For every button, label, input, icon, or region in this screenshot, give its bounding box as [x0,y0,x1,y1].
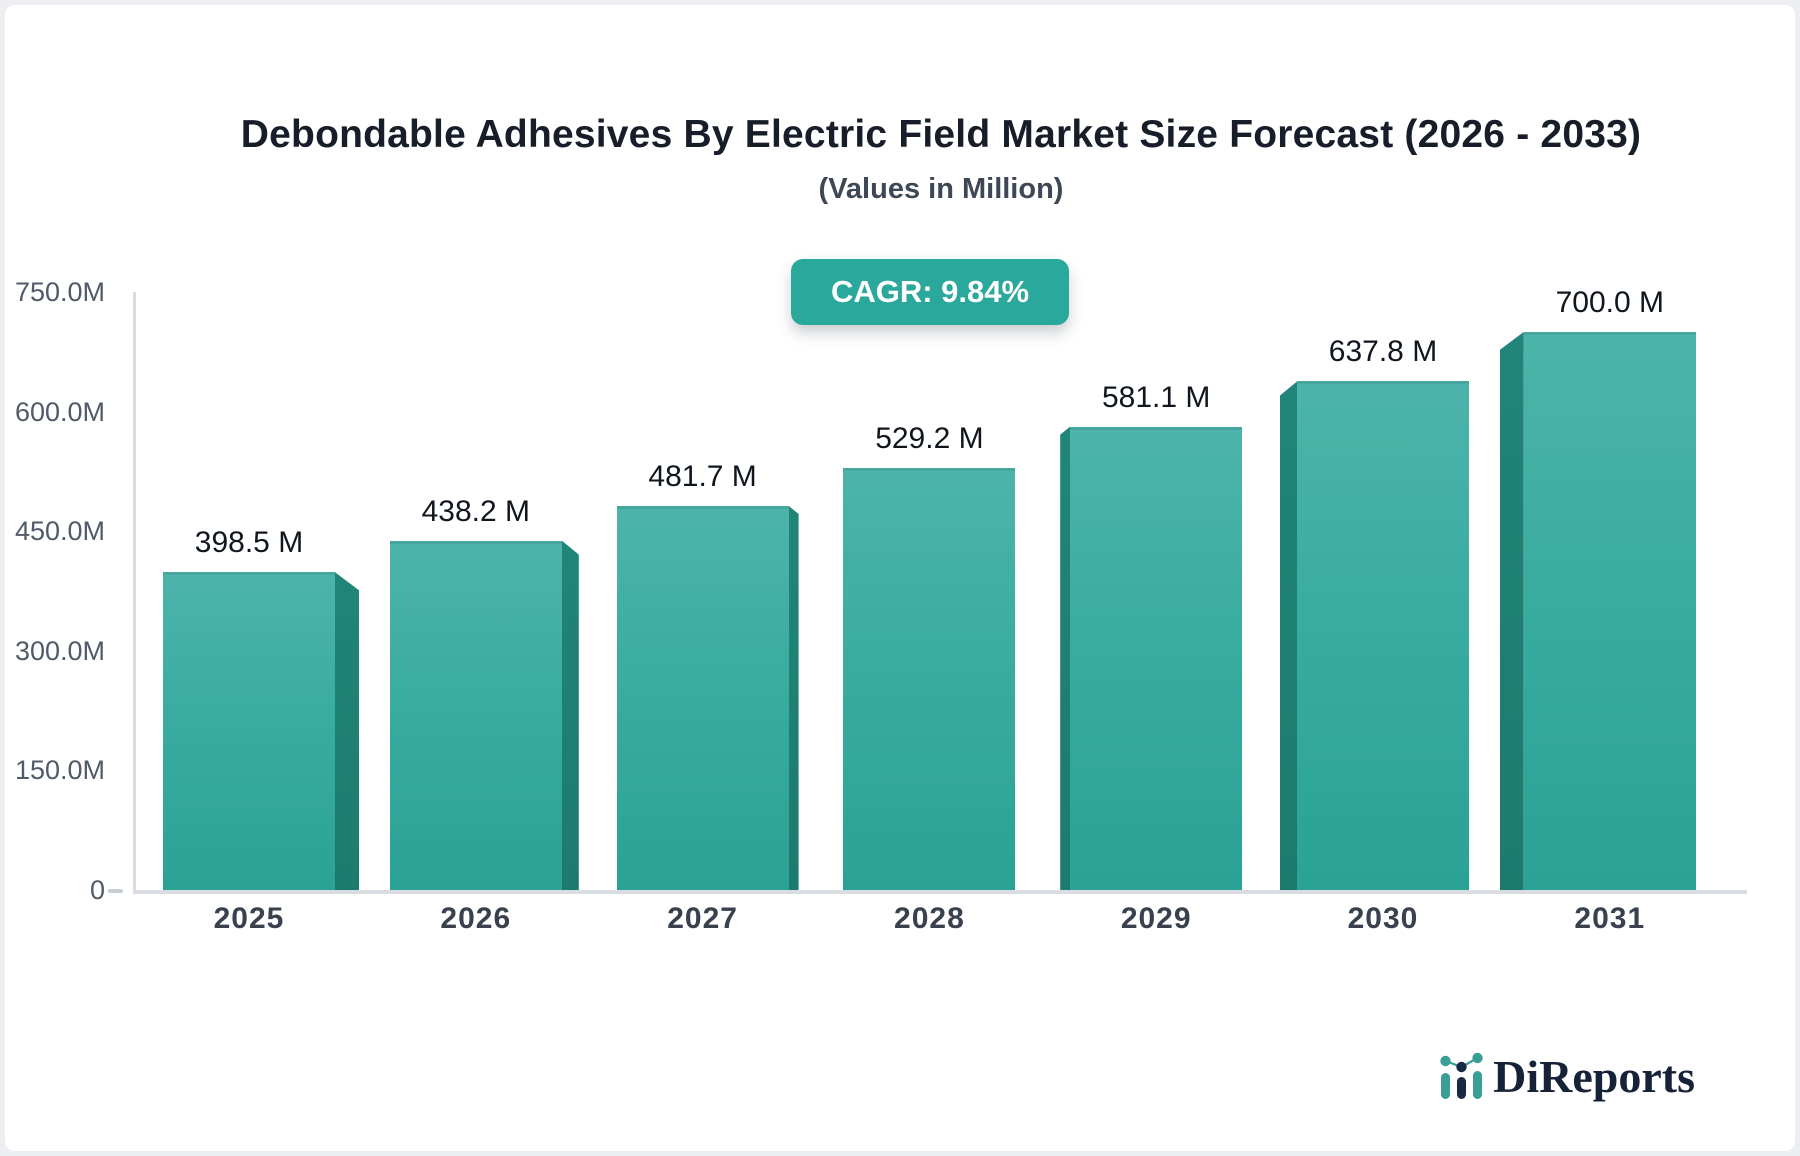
bar-chart-logo-icon [1440,1052,1483,1099]
x-axis-tick-label: 2030 [1347,902,1419,935]
cagr-badge: CAGR: 9.84% [791,259,1069,325]
x-axis-tick-label: 2025 [213,902,285,935]
y-axis-tick-label: 150.0M [14,755,105,786]
x-axis-tick-label: 2027 [667,902,738,935]
brand-logo: DiReports [1439,1049,1695,1102]
x-axis-tick-label: 2029 [1120,902,1192,935]
x-axis-tick-label: 2026 [440,902,512,935]
bar-value-label: 700.0 M [1555,285,1664,319]
cagr-badge-label: CAGR: 9.84% [830,274,1030,309]
bar-value-label: 529.2 M [875,422,984,456]
chart-subtitle: (Values in Million) [818,173,1064,205]
bar-side-2025 [335,572,359,890]
bar-value-label: 637.8 M [1328,335,1438,369]
bar-side-2029 [1060,426,1071,890]
x-axis-line [133,890,1747,894]
bar-value-label: 481.7 M [648,459,757,493]
bar-2031[interactable] [1523,331,1696,890]
bar-2025[interactable] [163,572,335,890]
zero-tick-mark [108,889,123,893]
y-axis-tick-label: 450.0M [14,516,105,547]
bar-side-2026 [561,540,579,890]
y-axis-tick-label: 0 [89,875,105,905]
bar-2026[interactable] [389,540,562,890]
bar-side-2027 [788,505,799,890]
bar-value-label: 581.1 M [1101,380,1211,414]
bar-2028[interactable] [843,468,1016,890]
bar-side-2030 [1280,381,1297,890]
bar-value-label: 438.2 M [421,494,530,528]
x-axis-tick-label: 2031 [1574,902,1646,935]
bar-value-label: 398.5 M [194,526,304,560]
brand-name: DiReports [1493,1051,1695,1102]
bar-2029[interactable] [1070,426,1243,890]
chart-title: Debondable Adhesives By Electric Field M… [240,113,1642,156]
chart-card: Debondable Adhesives By Electric Field M… [5,5,1795,1151]
bar-chart: 0 150.0M 300.0M 450.0M 600.0M 750.0M 398.5 M 20… [5,5,1795,1151]
y-axis-line [133,292,136,890]
bar-2030[interactable] [1297,381,1469,890]
bar-2027[interactable] [616,505,789,890]
y-axis-tick-label: 750.0M [14,277,105,307]
y-axis-tick-label: 300.0M [14,635,105,666]
y-axis-tick-label: 600.0M [14,396,105,427]
bar-side-2031 [1499,331,1524,890]
x-axis-tick-label: 2028 [894,902,965,935]
